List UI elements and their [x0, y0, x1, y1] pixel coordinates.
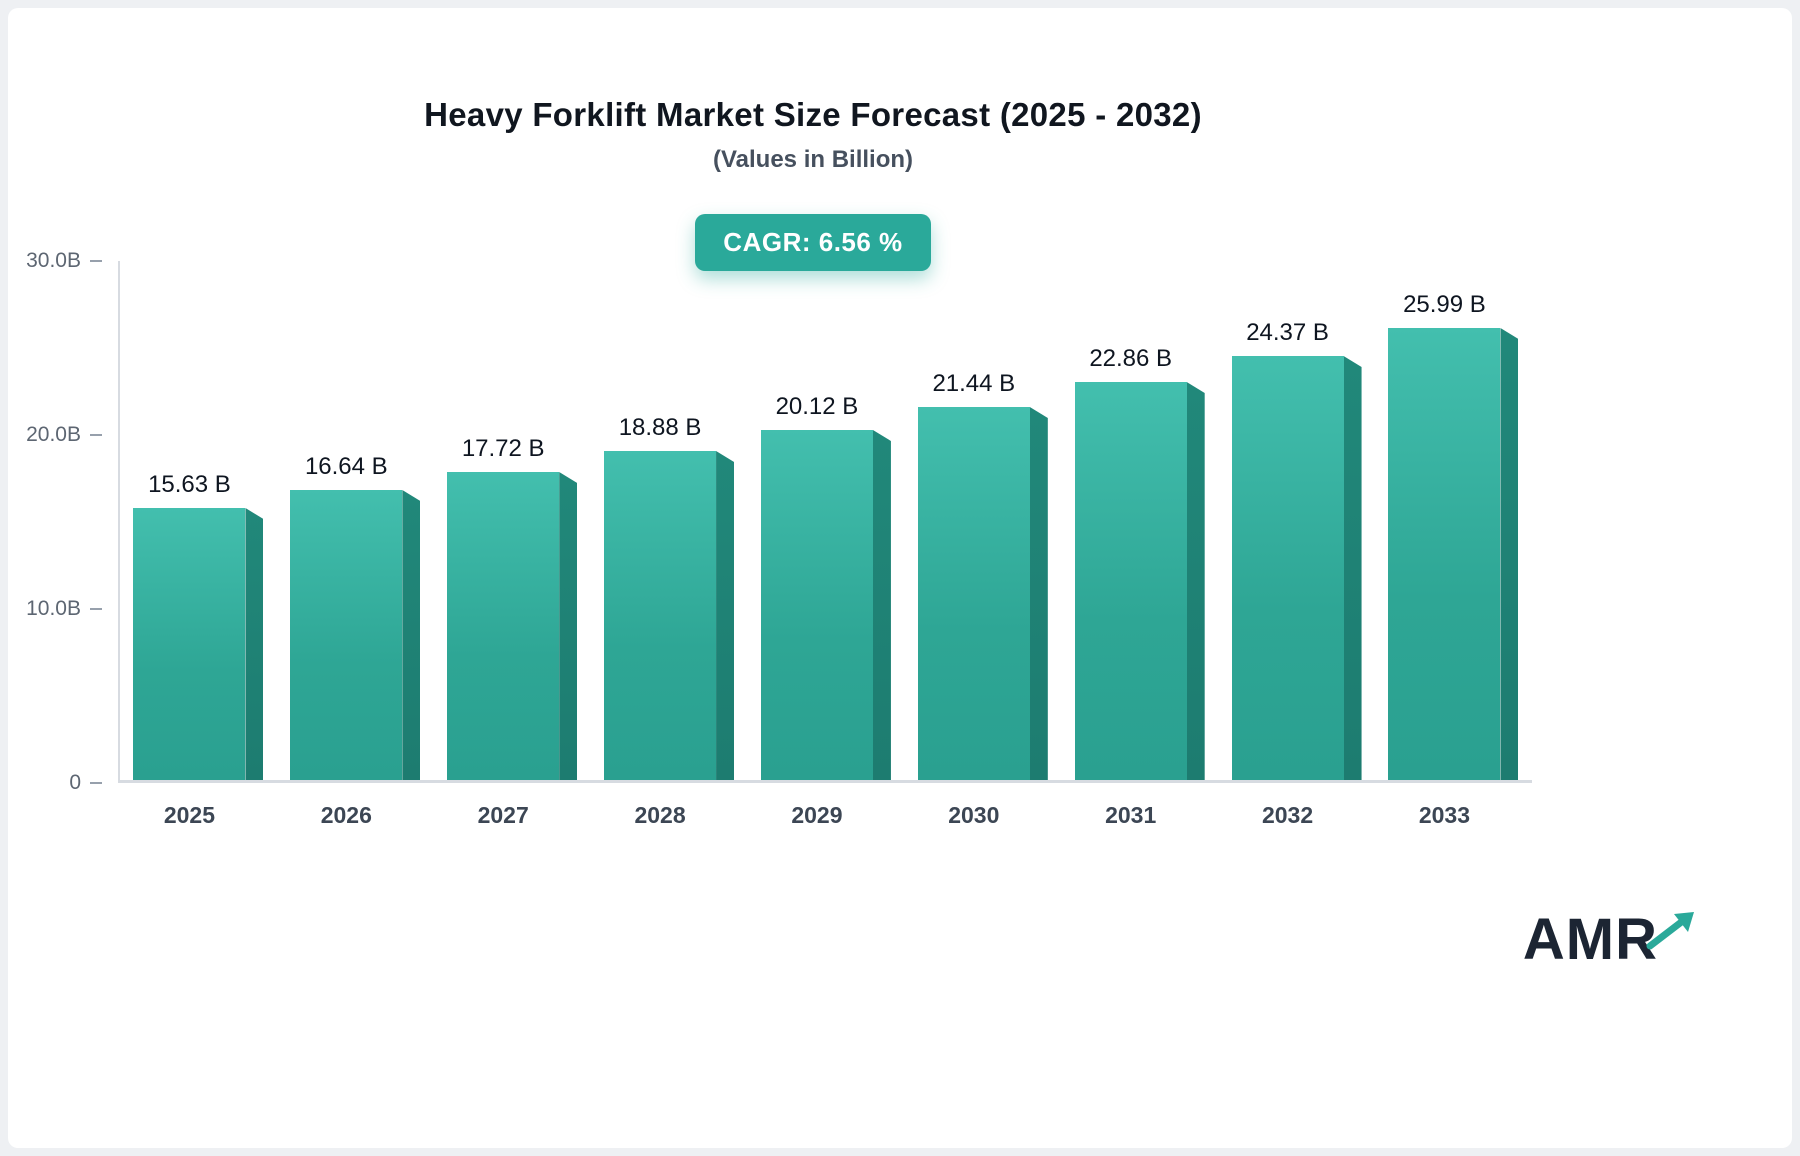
bar-group: 16.64 B 2026	[290, 453, 421, 828]
bar-group: 20.12 B 2029	[760, 393, 891, 828]
x-axis-label: 2032	[1261, 802, 1314, 828]
bar[interactable]: 18.88 B 2028	[604, 414, 735, 828]
chart-subtitle: (Values in Billion)	[712, 146, 914, 173]
bar-front-face	[917, 407, 1030, 780]
y-axis-tick: 20.0B	[8, 423, 102, 447]
chart-header: Heavy Forklift Market Size Forecast (202…	[8, 96, 1618, 271]
bar-front-face	[604, 451, 717, 780]
bar-value-label: 15.63 B	[148, 471, 231, 498]
bar-group: 18.88 B 2028	[604, 414, 735, 828]
chart-card: Heavy Forklift Market Size Forecast (202…	[8, 8, 1792, 1148]
plot-area: 15.63 B 2025 16.64 B 2026 17.72 B 2027 18.88 B…	[118, 261, 1532, 828]
amr-logo-text: AMR	[1522, 907, 1658, 972]
bar-front-face	[290, 490, 403, 780]
chart-title: Heavy Forklift Market Size Forecast (202…	[424, 96, 1202, 133]
bar-group: 17.72 B 2027	[447, 435, 578, 828]
bar[interactable]: 20.12 B 2029	[760, 393, 891, 828]
logo-arrow-icon	[1646, 911, 1694, 949]
bar-group: 21.44 B 2030	[917, 370, 1048, 828]
bar-side-face	[1343, 356, 1362, 780]
bar-group: 15.63 B 2025	[133, 471, 264, 828]
bar[interactable]: 15.63 B 2025	[133, 471, 264, 828]
x-axis-label: 2025	[163, 802, 216, 828]
bar[interactable]: 22.86 B 2031	[1074, 345, 1205, 828]
bar-side-face	[716, 451, 735, 780]
bar-value-label: 21.44 B	[932, 370, 1016, 397]
x-axis-label: 2027	[477, 802, 529, 828]
bar[interactable]: 16.64 B 2026	[290, 453, 421, 828]
bar-value-label: 20.12 B	[775, 393, 859, 420]
bar-front-face	[1074, 382, 1187, 780]
bar-front-face	[1231, 356, 1344, 780]
x-axis-label: 2030	[948, 802, 1000, 828]
bar-value-label: 25.99 B	[1403, 291, 1486, 318]
bar-value-label: 16.64 B	[304, 453, 388, 480]
bar-front-face	[1388, 328, 1501, 780]
bar-side-face	[402, 490, 421, 780]
x-axis-label: 2028	[634, 802, 686, 828]
bar[interactable]: 17.72 B 2027	[447, 435, 578, 828]
y-tick-label: 10.0B	[26, 597, 81, 620]
bar-side-face	[1029, 407, 1048, 780]
y-axis-tick: 10.0B	[8, 597, 102, 621]
x-axis-label: 2029	[791, 802, 843, 828]
bar-group: 24.37 B 2032	[1231, 319, 1362, 828]
bar-value-label: 18.88 B	[618, 414, 702, 441]
bar-side-face	[872, 430, 891, 780]
x-axis-label: 2026	[320, 802, 372, 828]
bar-front-face	[760, 430, 873, 780]
y-tick-label: 0	[69, 771, 81, 794]
bar-side-face	[559, 472, 578, 780]
bar[interactable]: 24.37 B 2032	[1231, 319, 1362, 828]
amr-logo: AMR	[1523, 906, 1702, 973]
bar-value-label: 17.72 B	[461, 435, 545, 462]
y-axis-tick: 0	[8, 771, 102, 795]
bar-side-face	[245, 508, 264, 780]
y-tick-mark	[90, 782, 102, 784]
bar-side-face	[1500, 328, 1519, 780]
bar-chart: 15.63 B 2025 16.64 B 2026 17.72 B 2027 18.88 B…	[8, 248, 1568, 868]
y-tick-label: 30.0B	[26, 249, 81, 272]
y-tick-mark	[90, 608, 102, 610]
bar[interactable]: 21.44 B 2030	[917, 370, 1048, 828]
bar-group: 25.99 B 2033	[1388, 291, 1519, 828]
y-tick-label: 20.0B	[26, 423, 81, 446]
y-tick-mark	[90, 434, 102, 436]
cagr-badge: CAGR: 6.56 %	[695, 214, 931, 271]
y-axis-tick: 30.0B	[8, 249, 102, 273]
bar-side-face	[1186, 382, 1205, 780]
x-axis-label: 2033	[1418, 802, 1471, 828]
bar-value-label: 24.37 B	[1246, 319, 1329, 346]
bar-front-face	[133, 508, 246, 780]
bar[interactable]: 25.99 B 2033	[1388, 291, 1519, 828]
y-tick-mark	[90, 260, 102, 262]
bar-group: 22.86 B 2031	[1074, 345, 1205, 828]
x-axis-label: 2031	[1105, 802, 1157, 828]
bar-value-label: 22.86 B	[1089, 345, 1173, 372]
bar-front-face	[447, 472, 560, 780]
